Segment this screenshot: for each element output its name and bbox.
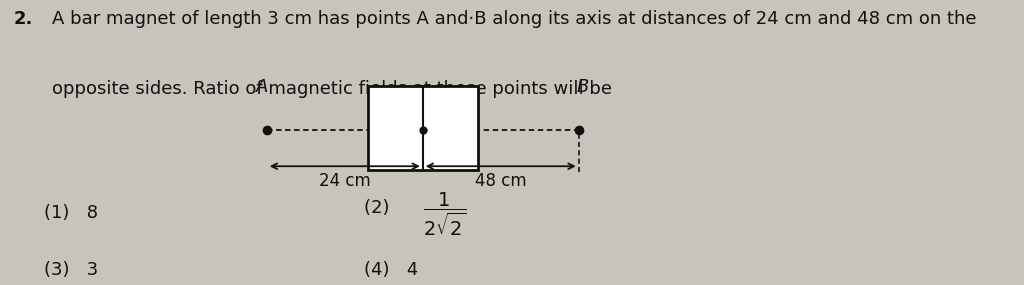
- Text: (4)   4: (4) 4: [364, 260, 418, 279]
- Text: (2): (2): [364, 199, 395, 217]
- Bar: [368, 86, 477, 170]
- Text: opposite sides. Ratio of magnetic fields at these points will be: opposite sides. Ratio of magnetic fields…: [52, 80, 612, 98]
- Text: $\dfrac{1}{2\sqrt{2}}$: $\dfrac{1}{2\sqrt{2}}$: [423, 190, 466, 237]
- Text: 2.: 2.: [14, 10, 34, 28]
- Text: A: A: [256, 78, 269, 96]
- Text: (1)   8: (1) 8: [44, 204, 97, 222]
- Text: 48 cm: 48 cm: [475, 172, 526, 190]
- Text: 24 cm: 24 cm: [318, 172, 371, 190]
- Text: A bar magnet of length 3 cm has points A and·B along its axis at distances of 24: A bar magnet of length 3 cm has points A…: [52, 10, 977, 28]
- Text: B: B: [577, 78, 589, 96]
- Text: (3)   3: (3) 3: [44, 260, 97, 279]
